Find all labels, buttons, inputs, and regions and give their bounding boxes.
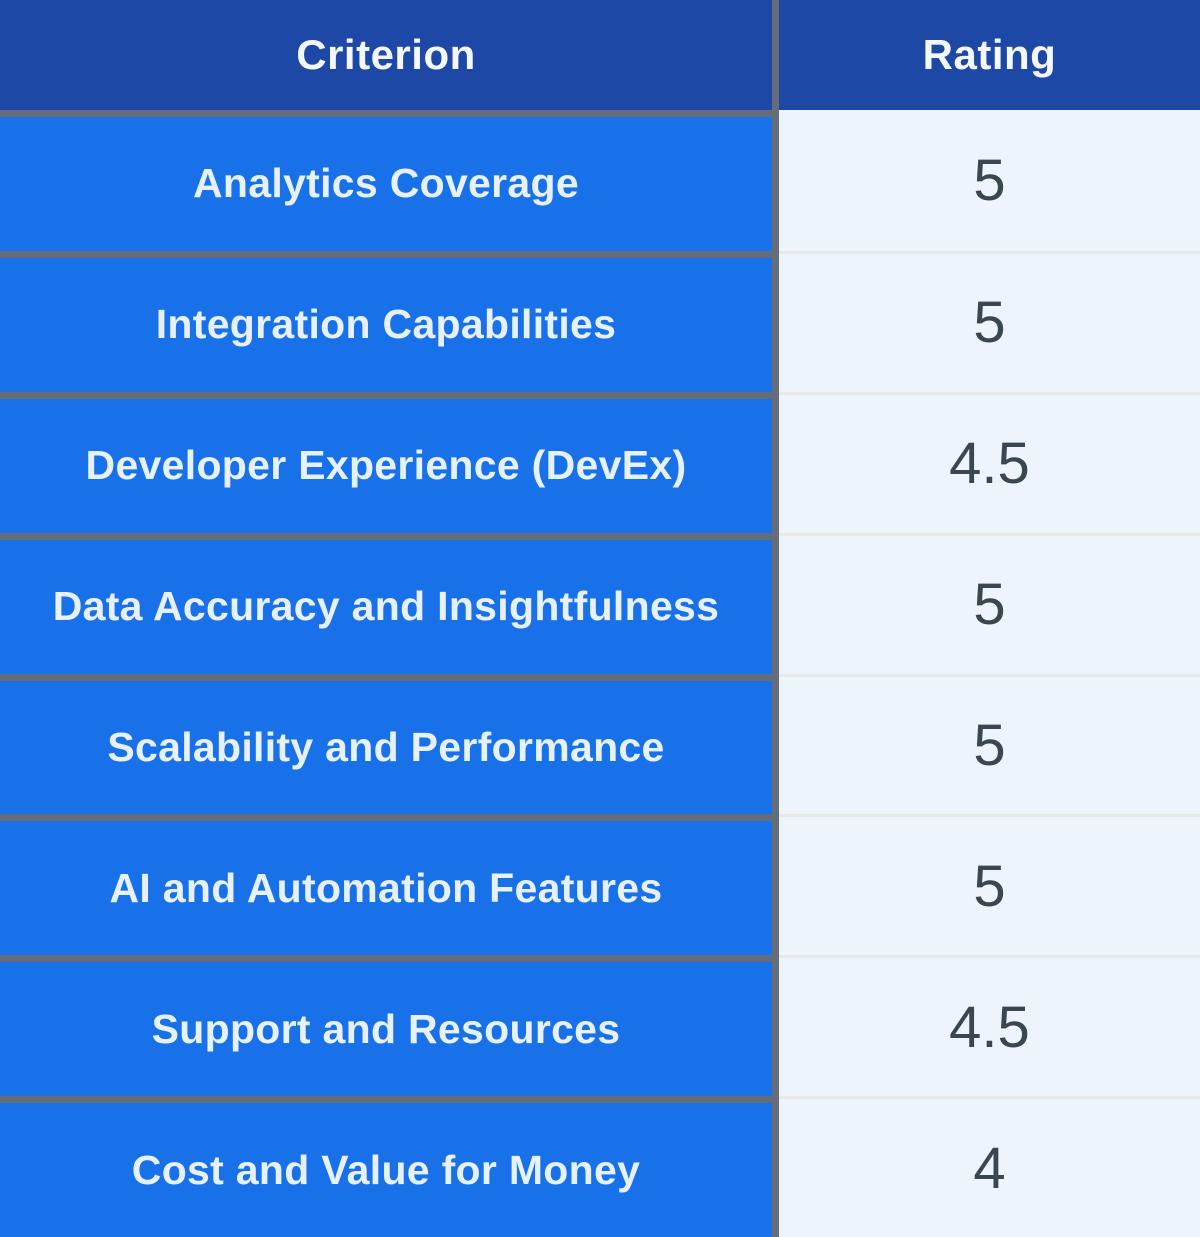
criterion-cell: AI and Automation Features (0, 814, 772, 956)
criterion-cell: Integration Capabilities (0, 250, 772, 392)
rating-cell: 5 (779, 673, 1200, 815)
column-header-criterion: Criterion (0, 0, 772, 110)
rating-cell: 5 (779, 250, 1200, 392)
column-header-rating: Rating (779, 0, 1200, 110)
rating-cell: 4 (779, 1096, 1200, 1237)
column-divider (772, 532, 779, 674)
rating-cell: 4.5 (779, 955, 1200, 1097)
column-divider (772, 1096, 779, 1237)
criterion-cell: Data Accuracy and Insightfulness (0, 532, 772, 674)
criterion-cell: Developer Experience (DevEx) (0, 391, 772, 533)
column-divider (772, 673, 779, 815)
column-divider (772, 391, 779, 533)
criterion-cell: Scalability and Performance (0, 673, 772, 815)
criterion-cell: Analytics Coverage (0, 110, 772, 251)
column-divider (772, 814, 779, 956)
criterion-cell: Support and Resources (0, 955, 772, 1097)
column-divider (772, 0, 779, 110)
rating-cell: 5 (779, 814, 1200, 956)
column-divider (772, 250, 779, 392)
criterion-cell: Cost and Value for Money (0, 1096, 772, 1237)
rating-cell: 5 (779, 110, 1200, 251)
column-divider (772, 955, 779, 1097)
column-divider (772, 110, 779, 251)
rating-cell: 5 (779, 532, 1200, 674)
rating-cell: 4.5 (779, 391, 1200, 533)
